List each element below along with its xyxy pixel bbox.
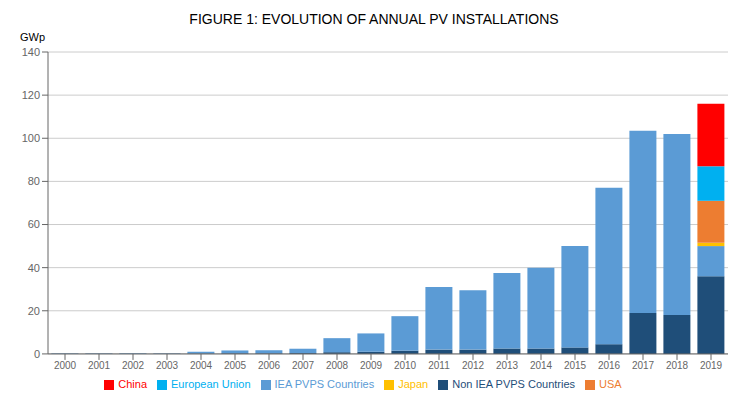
svg-text:2008: 2008 [326, 360, 349, 371]
svg-text:80: 80 [28, 175, 40, 187]
svg-text:2005: 2005 [224, 360, 247, 371]
svg-text:2006: 2006 [258, 360, 281, 371]
svg-text:2017: 2017 [632, 360, 655, 371]
svg-text:2019: 2019 [700, 360, 723, 371]
html-text:USA: USA [599, 377, 622, 390]
svg-text:2016: 2016 [598, 360, 621, 371]
svg-text:2004: 2004 [190, 360, 213, 371]
svg-text:2002: 2002 [122, 360, 145, 371]
html-text:China: China [118, 377, 147, 390]
svg-text:2001: 2001 [88, 360, 111, 371]
html-text:IEA PVPS Countries: IEA PVPS Countries [274, 377, 375, 390]
html-text:European Union: European Union [171, 377, 251, 390]
svg-text:2013: 2013 [496, 360, 519, 371]
svg-text:2018: 2018 [666, 360, 689, 371]
svg-text:140: 140 [22, 46, 40, 58]
html-text:Non IEA PVPS Countries: Non IEA PVPS Countries [452, 377, 576, 390]
svg-text:20: 20 [28, 305, 40, 317]
svg-text:60: 60 [28, 218, 40, 230]
html-text:FIGURE 1: EVOLUTION OF ANNUAL: FIGURE 1: EVOLUTION OF ANNUAL PV INSTALL… [189, 11, 559, 27]
svg-text:2007: 2007 [292, 360, 315, 371]
svg-text:120: 120 [22, 89, 40, 101]
svg-text:2000: 2000 [54, 360, 77, 371]
svg-text:2012: 2012 [462, 360, 485, 371]
svg-text:0: 0 [34, 348, 40, 360]
svg-text:2014: 2014 [530, 360, 553, 371]
html-text:GWp: GWp [20, 31, 46, 43]
svg-text:2011: 2011 [428, 360, 450, 371]
svg-text:2015: 2015 [564, 360, 587, 371]
svg-text:2003: 2003 [156, 360, 179, 371]
svg-text:100: 100 [22, 132, 40, 144]
svg-text:40: 40 [28, 262, 40, 274]
svg-text:2010: 2010 [394, 360, 417, 371]
html-text:Japan: Japan [398, 377, 429, 390]
svg-text:2009: 2009 [360, 360, 383, 371]
